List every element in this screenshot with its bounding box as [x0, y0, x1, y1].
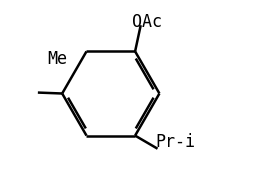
Text: OAc: OAc	[132, 13, 162, 30]
Text: Me: Me	[47, 50, 67, 68]
Text: Pr-i: Pr-i	[156, 133, 196, 151]
